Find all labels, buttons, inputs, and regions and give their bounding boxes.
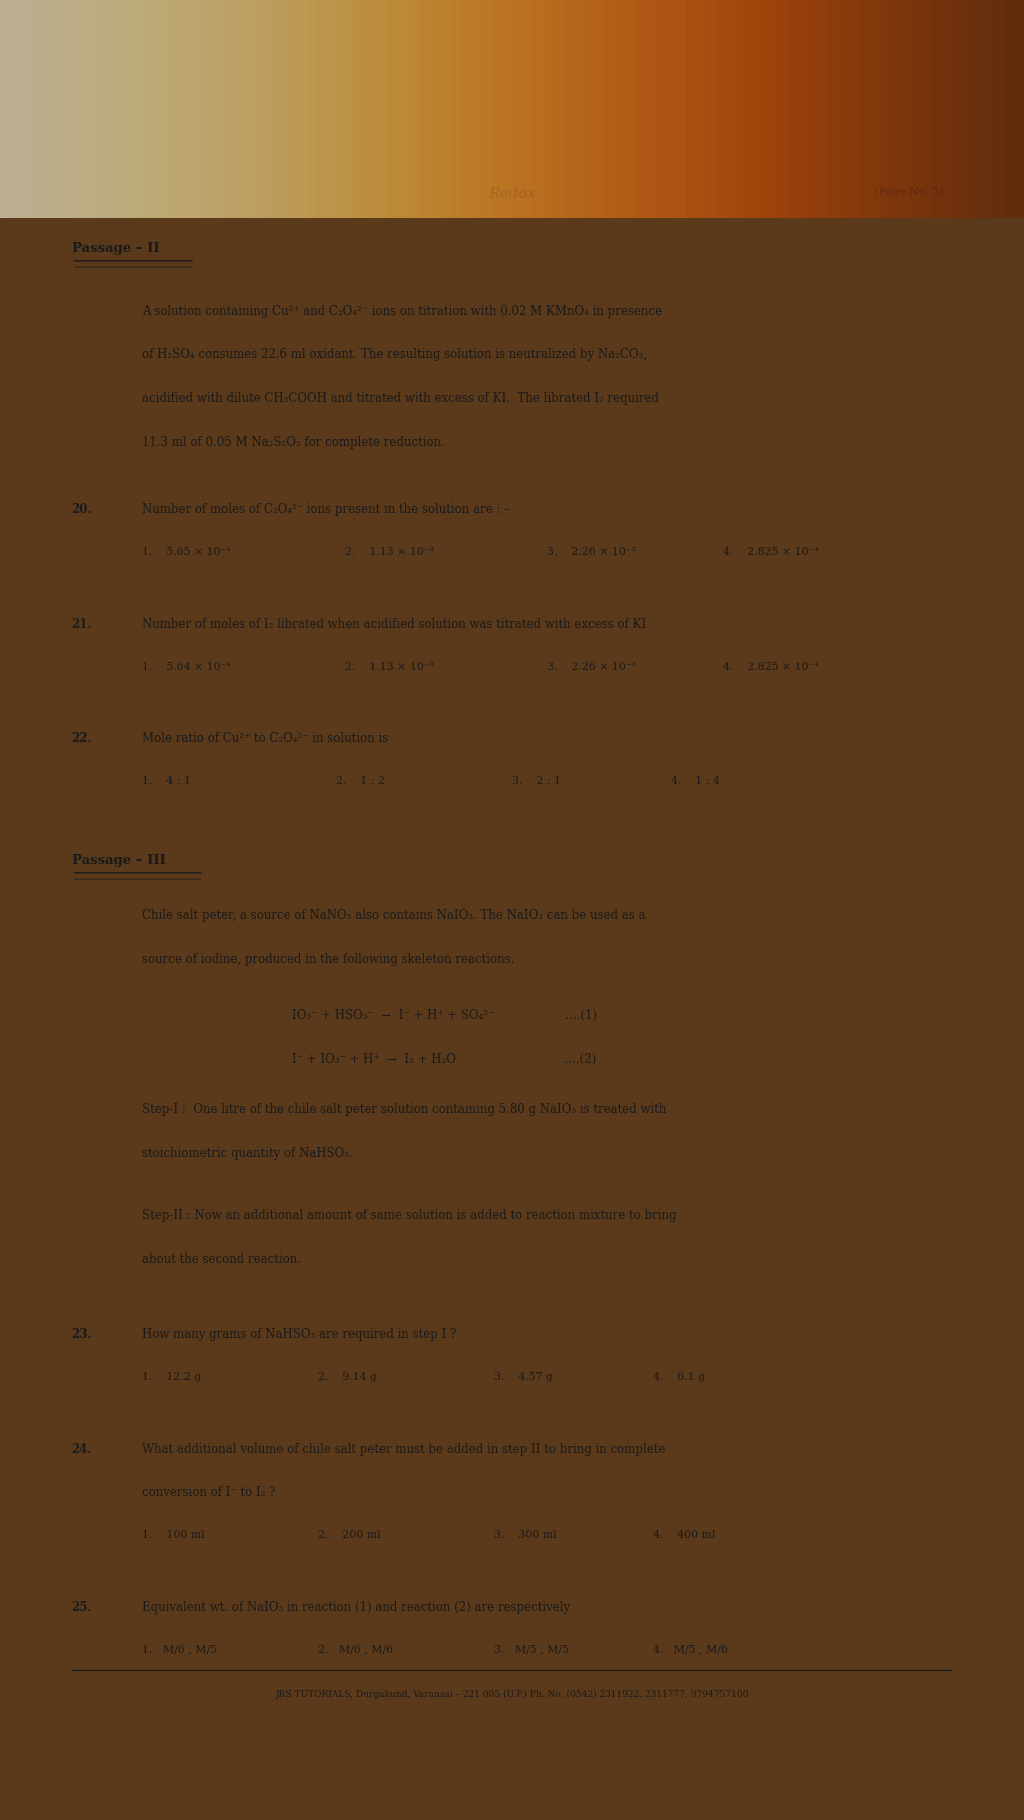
Text: 4.    2.825 × 10⁻⁴: 4. 2.825 × 10⁻⁴: [723, 661, 819, 672]
Text: source of iodine, produced in the following skeleton reactions.: source of iodine, produced in the follow…: [142, 952, 514, 966]
Text: Step-I :  One litre of the chile salt peter solution containing 5.80 g NaIO₃ is : Step-I : One litre of the chile salt pet…: [142, 1103, 667, 1116]
Text: Equivalent wt. of NaIO₃ in reaction (1) and reaction (2) are respectively: Equivalent wt. of NaIO₃ in reaction (1) …: [142, 1600, 570, 1614]
Text: I⁻ + IO₃⁻ + H⁺  →  I₂ + H₂O                             ....(2): I⁻ + IO₃⁻ + H⁺ → I₂ + H₂O ....(2): [292, 1052, 596, 1067]
Text: 4.   M/5 , M/6: 4. M/5 , M/6: [653, 1645, 728, 1654]
Text: conversion of I⁻ to I₂ ?: conversion of I⁻ to I₂ ?: [142, 1487, 275, 1500]
Text: 1.    12.2 g: 1. 12.2 g: [142, 1372, 202, 1381]
Text: Step-II : Now an additional amount of same solution is added to reaction mixture: Step-II : Now an additional amount of sa…: [142, 1208, 677, 1223]
Text: Number of moles of I₂ librated when acidified solution was titrated with excess : Number of moles of I₂ librated when acid…: [142, 617, 646, 632]
Text: 3.    2 : 1: 3. 2 : 1: [512, 775, 561, 786]
Text: 22.: 22.: [72, 732, 92, 744]
Text: 1.    5.65 × 10⁻⁴: 1. 5.65 × 10⁻⁴: [142, 548, 230, 557]
Text: 4.    2.825 × 10⁻⁴: 4. 2.825 × 10⁻⁴: [723, 548, 819, 557]
Text: 11.3 ml of 0.05 M Na₂S₂O₃ for complete reduction.: 11.3 ml of 0.05 M Na₂S₂O₃ for complete r…: [142, 437, 444, 450]
Text: 2.    9.14 g: 2. 9.14 g: [318, 1372, 377, 1381]
Text: Redox: Redox: [488, 187, 536, 202]
Text: 23.: 23.: [72, 1329, 92, 1341]
Text: 3.    2.26 × 10⁻³: 3. 2.26 × 10⁻³: [547, 661, 636, 672]
Text: stoichiometric quantity of NaHSO₃.: stoichiometric quantity of NaHSO₃.: [142, 1147, 353, 1159]
Text: of H₂SO₄ consumes 22.6 ml oxidant. The resulting solution is neutralized by Na₂C: of H₂SO₄ consumes 22.6 ml oxidant. The r…: [142, 348, 647, 362]
Text: 3.   M/5 , M/5: 3. M/5 , M/5: [495, 1645, 569, 1654]
Text: 3.    4.57 g: 3. 4.57 g: [495, 1372, 553, 1381]
Text: IO₃⁻ + HSO₃⁻  →  I⁻ + H⁺ + SO₄²⁻                   ....(1): IO₃⁻ + HSO₃⁻ → I⁻ + H⁺ + SO₄²⁻ ....(1): [292, 1008, 597, 1023]
Text: 24.: 24.: [72, 1443, 92, 1456]
Text: 2.    1 : 2: 2. 1 : 2: [336, 775, 385, 786]
Text: [Page No. 5]: [Page No. 5]: [873, 187, 943, 197]
Text: 4.    400 ml: 4. 400 ml: [653, 1531, 716, 1540]
Text: 1.   M/6 , M/5: 1. M/6 , M/5: [142, 1645, 217, 1654]
Text: 1.    4 : 1: 1. 4 : 1: [142, 775, 191, 786]
Text: 1.    5.64 × 10⁻⁴: 1. 5.64 × 10⁻⁴: [142, 661, 230, 672]
Text: about the second reaction.: about the second reaction.: [142, 1254, 301, 1267]
Text: Number of moles of C₂O₄²⁻ ions present in the solution are : –: Number of moles of C₂O₄²⁻ ions present i…: [142, 504, 510, 517]
Text: acidified with dilute CH₃COOH and titrated with excess of KI.  The librated I₂ r: acidified with dilute CH₃COOH and titrat…: [142, 393, 659, 406]
Text: 2.    200 ml: 2. 200 ml: [318, 1531, 381, 1540]
Text: How many grams of NaHSO₃ are required in step I ?: How many grams of NaHSO₃ are required in…: [142, 1329, 457, 1341]
Text: 1.    100 ml: 1. 100 ml: [142, 1531, 205, 1540]
Text: 2.    1.13 × 10⁻³: 2. 1.13 × 10⁻³: [345, 661, 433, 672]
Text: JRS TUTORIALS, Durgakund, Varanasi – 221 005 (U.P.) Ph. No. (0542) 2311922, 2311: JRS TUTORIALS, Durgakund, Varanasi – 221…: [275, 1689, 749, 1700]
Text: A solution containing Cu²⁺ and C₂O₄²⁻ ions on titration with 0.02 M KMnO₄ in pre: A solution containing Cu²⁺ and C₂O₄²⁻ io…: [142, 304, 663, 318]
Text: Passage – III: Passage – III: [72, 854, 166, 866]
Text: 2.   M/6 , M/6: 2. M/6 , M/6: [318, 1645, 393, 1654]
Text: Chile salt peter, a source of NaNO₃ also contains NaIO₃. The NaIO₃ can be used a: Chile salt peter, a source of NaNO₃ also…: [142, 908, 645, 923]
Text: What additional volume of chile salt peter must be added in step II to bring in : What additional volume of chile salt pet…: [142, 1443, 666, 1456]
Text: 20.: 20.: [72, 504, 92, 517]
Text: Mole ratio of Cu²⁺ to C₂O₄²⁻ in solution is: Mole ratio of Cu²⁺ to C₂O₄²⁻ in solution…: [142, 732, 388, 744]
Text: 4.    1 : 4: 4. 1 : 4: [671, 775, 719, 786]
Text: 25.: 25.: [72, 1600, 92, 1614]
Text: 3.    300 ml: 3. 300 ml: [495, 1531, 557, 1540]
Text: 2.    1.13 × 10⁻³: 2. 1.13 × 10⁻³: [345, 548, 433, 557]
Text: 21.: 21.: [72, 617, 92, 632]
Text: 4.    6.1 g: 4. 6.1 g: [653, 1372, 705, 1381]
Text: Passage – II: Passage – II: [72, 242, 160, 255]
Text: 3.    2.26 × 10⁻³: 3. 2.26 × 10⁻³: [547, 548, 636, 557]
